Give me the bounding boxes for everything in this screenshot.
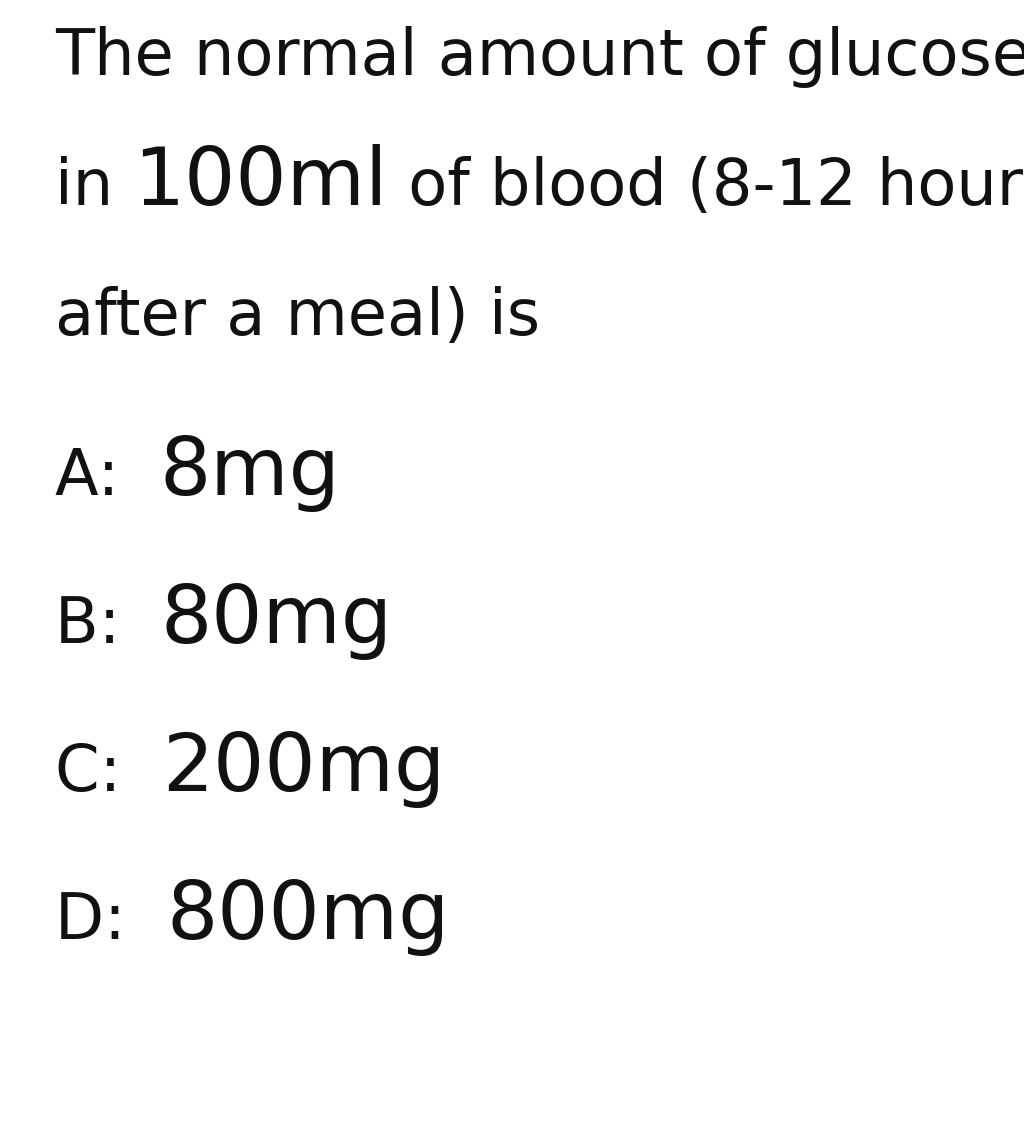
Text: 80mg: 80mg <box>161 583 393 660</box>
Text: The normal amount of glucose: The normal amount of glucose <box>55 26 1024 88</box>
Text: B:: B: <box>55 594 161 656</box>
Text: 100ml: 100ml <box>133 144 388 222</box>
Text: D:: D: <box>55 890 166 952</box>
Text: 8mg: 8mg <box>160 434 341 512</box>
Text: in: in <box>55 156 133 218</box>
Text: after a meal) is: after a meal) is <box>55 286 540 348</box>
Text: A:: A: <box>55 446 160 508</box>
Text: 800mg: 800mg <box>166 878 450 956</box>
Text: 200mg: 200mg <box>162 730 445 808</box>
Text: of blood (8-12 hours: of blood (8-12 hours <box>388 156 1024 218</box>
Text: C:: C: <box>55 742 162 804</box>
